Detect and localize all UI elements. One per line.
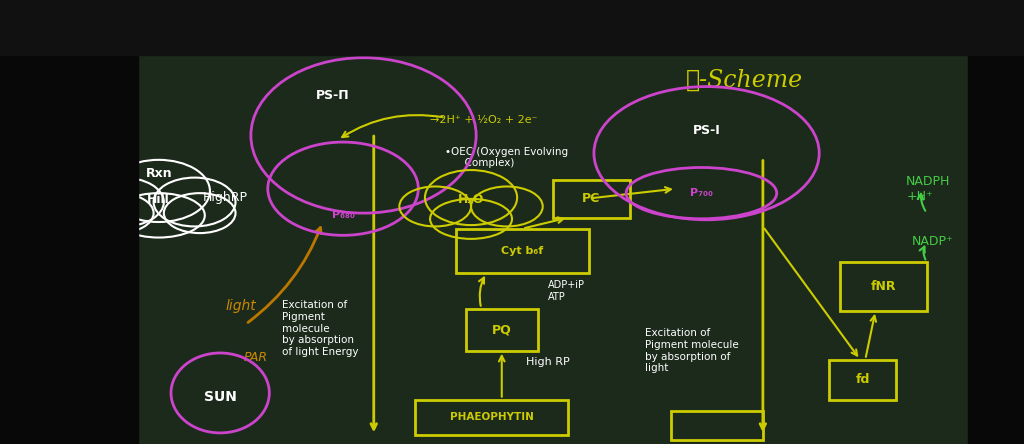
Bar <box>466 309 538 351</box>
Text: PAR: PAR <box>244 351 268 364</box>
Text: Hill: Hill <box>147 193 170 206</box>
Bar <box>968 0 1024 444</box>
Bar <box>840 262 927 311</box>
Text: Cyt b₆f: Cyt b₆f <box>501 246 544 256</box>
Text: Rxn: Rxn <box>145 166 172 180</box>
Text: PHAEOPHYTIN: PHAEOPHYTIN <box>450 412 534 422</box>
Text: PS-I: PS-I <box>692 124 721 138</box>
Bar <box>0 0 138 444</box>
Text: P₆₈₀: P₆₈₀ <box>332 210 354 220</box>
Bar <box>553 180 630 218</box>
Text: PC: PC <box>583 192 600 205</box>
Text: PQ: PQ <box>492 323 512 336</box>
Text: NADP⁺: NADP⁺ <box>911 235 953 249</box>
Text: →2H⁺ + ½O₂ + 2e⁻: →2H⁺ + ½O₂ + 2e⁻ <box>430 115 538 125</box>
Text: light: light <box>225 299 256 313</box>
Text: Excitation of
Pigment molecule
by absorption of
light: Excitation of Pigment molecule by absorp… <box>645 329 739 373</box>
Text: ℤ-Scheme: ℤ-Scheme <box>686 68 803 91</box>
Bar <box>415 400 568 435</box>
Bar <box>456 229 589 273</box>
Text: High RP: High RP <box>526 357 569 367</box>
Bar <box>671 411 763 440</box>
Bar <box>0 0 1024 56</box>
Text: fd: fd <box>855 373 870 386</box>
Text: Excitation of
Pigment
molecule
by absorption
of light Energy: Excitation of Pigment molecule by absorp… <box>282 300 358 357</box>
Text: H₂O: H₂O <box>458 193 484 206</box>
Text: PS-Π: PS-Π <box>316 89 349 102</box>
Text: •OEC (Oxygen Evolving
      Complex): •OEC (Oxygen Evolving Complex) <box>445 147 568 168</box>
Text: ADP+iP
ATP: ADP+iP ATP <box>548 280 585 301</box>
Text: HighRP: HighRP <box>203 191 248 204</box>
Text: NADPH
+H⁺: NADPH +H⁺ <box>906 174 950 203</box>
Text: fNR: fNR <box>870 280 896 293</box>
Bar <box>829 360 896 400</box>
Text: SUN: SUN <box>204 390 237 404</box>
Text: P₇₀₀: P₇₀₀ <box>690 188 713 198</box>
